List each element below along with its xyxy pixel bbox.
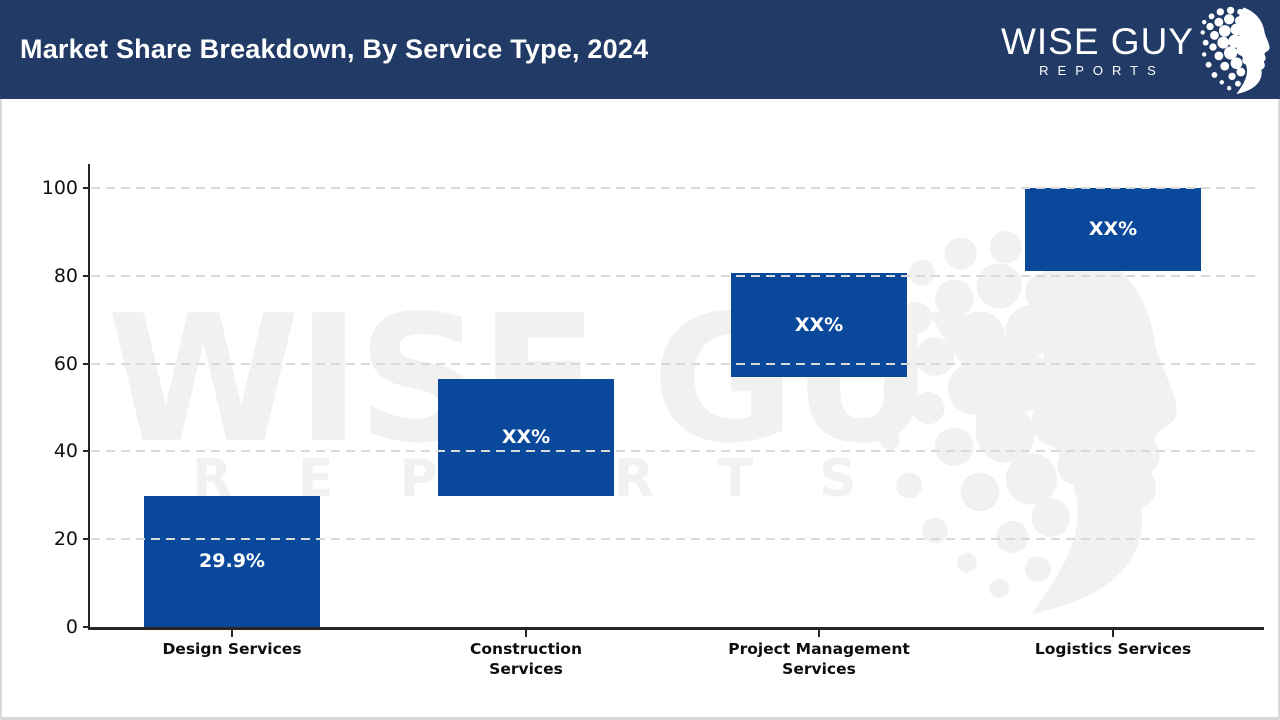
chart-title: Market Share Breakdown, By Service Type,…	[20, 34, 649, 64]
wise-guy-reports-logo: WISE GUY REPORTS	[1001, 4, 1272, 96]
y-tick-label-40: 40	[53, 440, 78, 463]
y-tick-mark-80	[83, 274, 90, 277]
bar-logistics-services	[1025, 188, 1201, 271]
bar-design-services	[144, 495, 320, 627]
bar-value-label: XX%	[794, 314, 844, 337]
gridline-80	[91, 274, 1260, 277]
y-tick-label-60: 60	[53, 352, 78, 375]
gridline-60	[91, 362, 1260, 365]
x-category-label: Construction Services	[470, 640, 582, 678]
chart-area: WISE GUY REPORTS 29.9%XX%XX%XX%020406080…	[0, 99, 1280, 720]
y-tick-mark-60	[83, 362, 90, 365]
bar-value-label: XX%	[501, 426, 551, 449]
x-axis-line	[88, 627, 1264, 630]
y-tick-label-100: 100	[41, 177, 78, 199]
y-tick-mark-0	[83, 626, 90, 628]
x-category-label: Design Services	[162, 640, 302, 658]
logo-wordmark: WISE GUY	[1000, 20, 1194, 62]
gridline-20	[91, 538, 1260, 541]
y-tick-label-20: 20	[53, 528, 78, 551]
gridline-40	[91, 450, 1260, 453]
header-bar: Market Share Breakdown, By Service Type,…	[0, 0, 1280, 99]
logo-subtitle: REPORTS	[1039, 62, 1165, 78]
watermark-head-icon	[873, 231, 1177, 615]
bar-value-label: XX%	[1088, 218, 1138, 241]
y-axis-line	[88, 164, 90, 629]
logo-head-icon	[1200, 6, 1270, 94]
gridline-100	[91, 187, 1260, 189]
bar-project-management-services	[731, 273, 907, 378]
y-tick-mark-100	[83, 187, 90, 189]
x-tick-mark-3	[1112, 630, 1114, 637]
y-tick-mark-20	[83, 538, 90, 541]
x-tick-mark-1	[525, 630, 527, 637]
y-tick-mark-40	[83, 450, 90, 453]
y-tick-label-0: 0	[65, 616, 78, 638]
x-tick-mark-2	[818, 630, 820, 637]
x-category-label: Project Management Services	[728, 640, 910, 678]
x-tick-mark-0	[231, 630, 233, 637]
x-category-label: Logistics Services	[1034, 640, 1192, 658]
logo-text: WISE GUY REPORTS	[1001, 23, 1194, 78]
bar-value-label: 29.9%	[199, 550, 265, 573]
bar-construction-services	[438, 378, 614, 496]
y-tick-label-80: 80	[53, 264, 78, 287]
